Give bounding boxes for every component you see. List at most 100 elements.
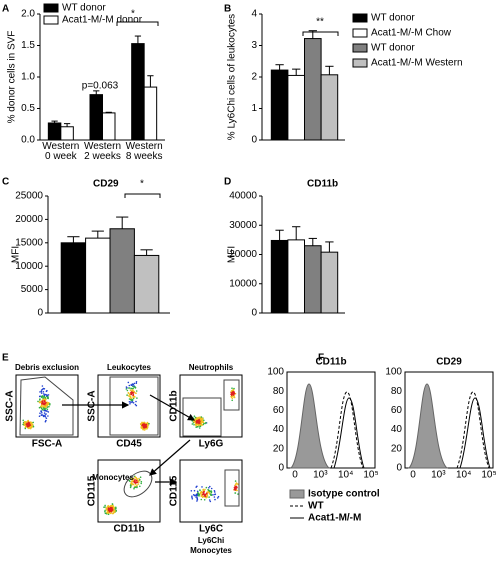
event-dot [130,387,133,390]
histogram-y-tick: 0 [396,463,402,474]
event-dot [139,423,142,425]
event-dot [115,506,117,509]
event-dot [23,423,26,426]
y-tick-label: 3 [251,40,257,51]
panel-label: C [2,177,9,188]
bar [143,86,158,141]
event-dot [214,491,216,493]
event-dot [196,418,198,420]
event-dot [43,393,45,395]
event-dot [127,392,130,394]
event-dot [195,424,197,427]
event-dot [214,493,217,496]
histogram-x-tick: 10⁴ [456,470,471,481]
bar [60,242,87,314]
event-dot [139,476,142,479]
event-dot [208,499,211,501]
panel-label: B [224,4,231,15]
event-dot [129,480,131,483]
legend-label: Acat1-M/-M donor [62,15,143,26]
bar [287,239,305,314]
event-dot [233,395,236,397]
event-dot [141,421,143,424]
event-dot [41,388,44,391]
event-dot [112,512,115,515]
histogram-legend-label: Isotype control [308,489,380,500]
annotation: * [131,9,135,20]
event-dot [107,513,110,516]
event-dot [196,493,199,496]
histogram-x-tick: 0 [410,470,416,481]
isotype-histogram [407,383,449,469]
event-dot [40,390,43,393]
event-dot [24,421,27,423]
event-dot [107,509,110,512]
event-dot [40,407,43,409]
y-axis-label: % Ly6Chi cells of leukocytes [227,14,238,140]
event-dot [191,498,194,500]
bar [304,38,322,141]
event-dot [143,426,146,429]
bar [102,112,116,141]
event-dot [208,487,210,489]
y-tick-label: 20000 [229,249,257,260]
y-tick-label: 4 [251,9,257,20]
event-dot [212,494,214,496]
event-dot [44,396,46,399]
y-tick-label: 1.0 [21,72,35,83]
annotation: ** [316,17,324,28]
flow-y-label: CD115 [87,475,98,506]
event-dot [200,421,202,424]
event-dot [43,388,46,390]
y-tick-label: 0.5 [21,103,35,114]
event-dot [193,415,196,418]
event-dot [208,496,210,498]
event-dot [132,387,134,390]
event-dot [40,414,43,417]
event-dot [210,493,212,495]
event-dot [128,384,131,387]
event-dot [136,478,138,481]
panel-label: E [2,353,9,364]
event-dot [200,423,203,426]
event-dot [134,483,137,486]
y-tick-label: 20000 [15,214,43,225]
event-dot [22,423,24,426]
event-dot [134,479,136,481]
event-dot [231,389,234,392]
event-dot [26,420,29,423]
flow-title: Leukocytes [106,363,152,372]
legend-swatch [352,58,368,68]
legend-swatch [43,15,59,25]
bar [85,237,111,314]
bar [133,254,160,314]
y-axis-label: MFI [227,246,238,263]
event-dot [46,410,48,412]
event-dot [126,387,128,389]
event-dot [42,409,44,411]
legend-swatch [352,43,368,53]
event-dot [130,478,132,480]
annotation: p=0.063 [82,81,119,92]
flow-x-label: CD11b [113,524,144,535]
flow-title: Debris exclusion [14,363,80,372]
x-tick-label: Western 0 week [42,142,80,162]
event-dot [134,387,137,389]
event-dot [114,508,117,510]
event-dot [129,484,132,487]
histogram-x-tick: 10³ [313,470,328,481]
y-tick-label: 0 [37,308,43,319]
flow-title-box: Monocytes [92,473,134,482]
event-dot [205,421,207,424]
event-dot [44,409,46,412]
flow-x-label: CD45 [116,439,142,450]
gate [182,397,222,437]
event-dot [22,419,25,422]
event-dot [234,492,236,494]
event-dot [209,485,211,488]
bar [320,251,339,314]
event-dot [202,421,204,423]
event-dot [40,389,43,391]
event-dot [42,398,44,401]
flow-title: Neutrophils [188,363,234,372]
